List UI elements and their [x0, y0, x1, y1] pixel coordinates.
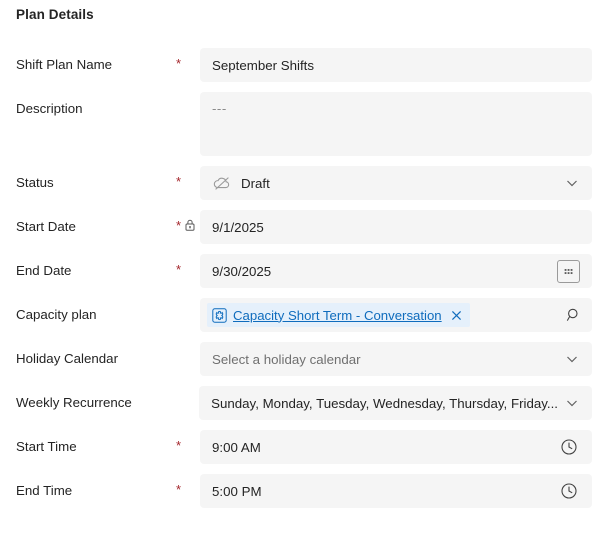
form-fields: Shift Plan Name * September Shifts Descr… — [0, 48, 605, 518]
label-end-time: End Time — [16, 483, 73, 498]
end-time-value: 5:00 PM — [212, 483, 262, 499]
close-icon[interactable] — [449, 307, 465, 323]
label-weekly-recurrence: Weekly Recurrence — [16, 395, 132, 410]
required-marker-shift-plan-name: * — [176, 48, 200, 70]
field-row-capacity-plan: Capacity plan Capacity Short Term - Conv… — [0, 298, 605, 332]
label-shift-plan-name: Shift Plan Name — [16, 57, 113, 72]
label-start-time: Start Time — [16, 439, 77, 454]
field-row-description: Description --- — [0, 92, 605, 156]
capacity-plan-lookup[interactable]: Capacity Short Term - Conversation — [200, 298, 592, 332]
field-row-start-time: Start Time * 9:00 AM — [0, 430, 605, 464]
capacity-plan-record-icon — [212, 307, 227, 323]
required-asterisk-icon: * — [176, 174, 182, 189]
holiday-calendar-dropdown[interactable]: Select a holiday calendar — [200, 342, 592, 376]
shift-plan-name-input[interactable]: September Shifts — [200, 48, 592, 82]
label-description: Description — [16, 101, 83, 116]
status-value: Draft — [241, 175, 270, 191]
required-marker-start-time: * — [176, 430, 200, 452]
capacity-plan-chip[interactable]: Capacity Short Term - Conversation — [207, 303, 470, 327]
description-value: --- — [212, 101, 227, 116]
required-asterisk-icon: * — [176, 218, 182, 233]
weekly-recurrence-value: Sunday, Monday, Tuesday, Wednesday, Thur… — [211, 395, 558, 411]
field-row-weekly-recurrence: Weekly Recurrence Sunday, Monday, Tuesda… — [0, 386, 605, 420]
required-marker-weekly-recurrence — [175, 386, 199, 393]
lock-icon — [184, 218, 196, 232]
required-asterisk-icon: * — [176, 56, 182, 71]
clock-icon[interactable] — [558, 436, 580, 458]
label-status: Status — [16, 175, 54, 190]
field-row-end-date: End Date * 9/30/2025 — [0, 254, 605, 288]
required-asterisk-icon: * — [176, 262, 182, 277]
shift-plan-name-value: September Shifts — [212, 57, 314, 73]
label-capacity-plan: Capacity plan — [16, 307, 97, 322]
required-asterisk-icon: * — [176, 438, 182, 453]
field-row-start-date: Start Date * 9/1/2025 — [0, 210, 605, 244]
required-marker-start-date: * — [176, 210, 200, 232]
start-date-input[interactable]: 9/1/2025 — [200, 210, 592, 244]
end-time-input[interactable]: 5:00 PM — [200, 474, 592, 508]
required-marker-description — [176, 92, 200, 99]
calendar-icon[interactable] — [557, 259, 580, 283]
field-row-shift-plan-name: Shift Plan Name * September Shifts — [0, 48, 605, 82]
label-start-date: Start Date — [16, 219, 76, 234]
description-textarea[interactable]: --- — [200, 92, 592, 156]
end-date-input[interactable]: 9/30/2025 — [200, 254, 592, 288]
status-dropdown[interactable]: Draft — [200, 166, 592, 200]
required-marker-capacity-plan — [176, 298, 200, 305]
field-row-status: Status * Draft — [0, 166, 605, 200]
chevron-down-icon[interactable] — [564, 175, 580, 191]
label-holiday-calendar: Holiday Calendar — [16, 351, 118, 366]
start-time-input[interactable]: 9:00 AM — [200, 430, 592, 464]
capacity-plan-chip-label: Capacity Short Term - Conversation — [233, 307, 442, 323]
weekly-recurrence-dropdown[interactable]: Sunday, Monday, Tuesday, Wednesday, Thur… — [199, 386, 592, 420]
page-title: Plan Details — [16, 7, 94, 22]
required-marker-end-date: * — [176, 254, 200, 276]
holiday-calendar-placeholder: Select a holiday calendar — [212, 351, 361, 367]
start-time-value: 9:00 AM — [212, 439, 261, 455]
end-date-value: 9/30/2025 — [212, 263, 272, 279]
clock-icon[interactable] — [558, 480, 580, 502]
search-icon[interactable] — [564, 305, 584, 325]
start-date-value: 9/1/2025 — [212, 219, 264, 235]
required-marker-holiday-calendar — [176, 342, 200, 349]
field-row-end-time: End Time * 5:00 PM — [0, 474, 605, 508]
required-marker-end-time: * — [176, 474, 200, 496]
label-end-date: End Date — [16, 263, 72, 278]
required-marker-status: * — [176, 166, 200, 188]
required-asterisk-icon: * — [176, 482, 182, 497]
chevron-down-icon[interactable] — [564, 351, 580, 367]
cloud-off-icon — [212, 173, 232, 193]
field-row-holiday-calendar: Holiday Calendar Select a holiday calend… — [0, 342, 605, 376]
chevron-down-icon[interactable] — [564, 395, 580, 411]
